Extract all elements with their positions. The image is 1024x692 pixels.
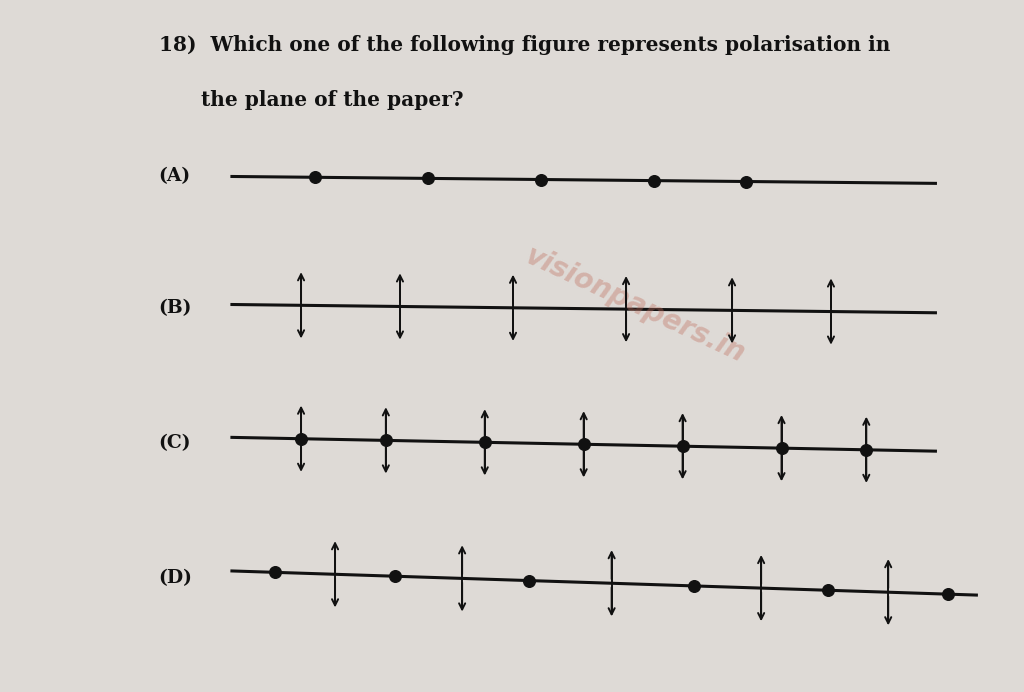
Text: (B): (B)	[159, 299, 193, 317]
Point	[307, 172, 324, 183]
Point	[534, 174, 550, 185]
Point	[387, 571, 403, 582]
Point	[858, 444, 874, 455]
Point	[476, 437, 493, 448]
Point	[940, 589, 956, 600]
Point	[267, 567, 284, 578]
Point	[521, 575, 538, 586]
Point	[575, 439, 592, 450]
Text: (C): (C)	[159, 434, 191, 452]
Text: (A): (A)	[159, 167, 190, 185]
Point	[646, 175, 663, 186]
Point	[293, 433, 309, 444]
Text: the plane of the paper?: the plane of the paper?	[159, 90, 463, 110]
Point	[820, 585, 837, 596]
Point	[420, 173, 436, 184]
Text: (D): (D)	[159, 569, 193, 587]
Point	[378, 435, 394, 446]
Point	[686, 581, 702, 592]
Point	[675, 441, 691, 452]
Text: visionpapers.in: visionpapers.in	[520, 241, 750, 368]
Point	[773, 443, 790, 454]
Text: 18)  Which one of the following figure represents polarisation in: 18) Which one of the following figure re…	[159, 35, 890, 55]
Point	[738, 176, 755, 187]
